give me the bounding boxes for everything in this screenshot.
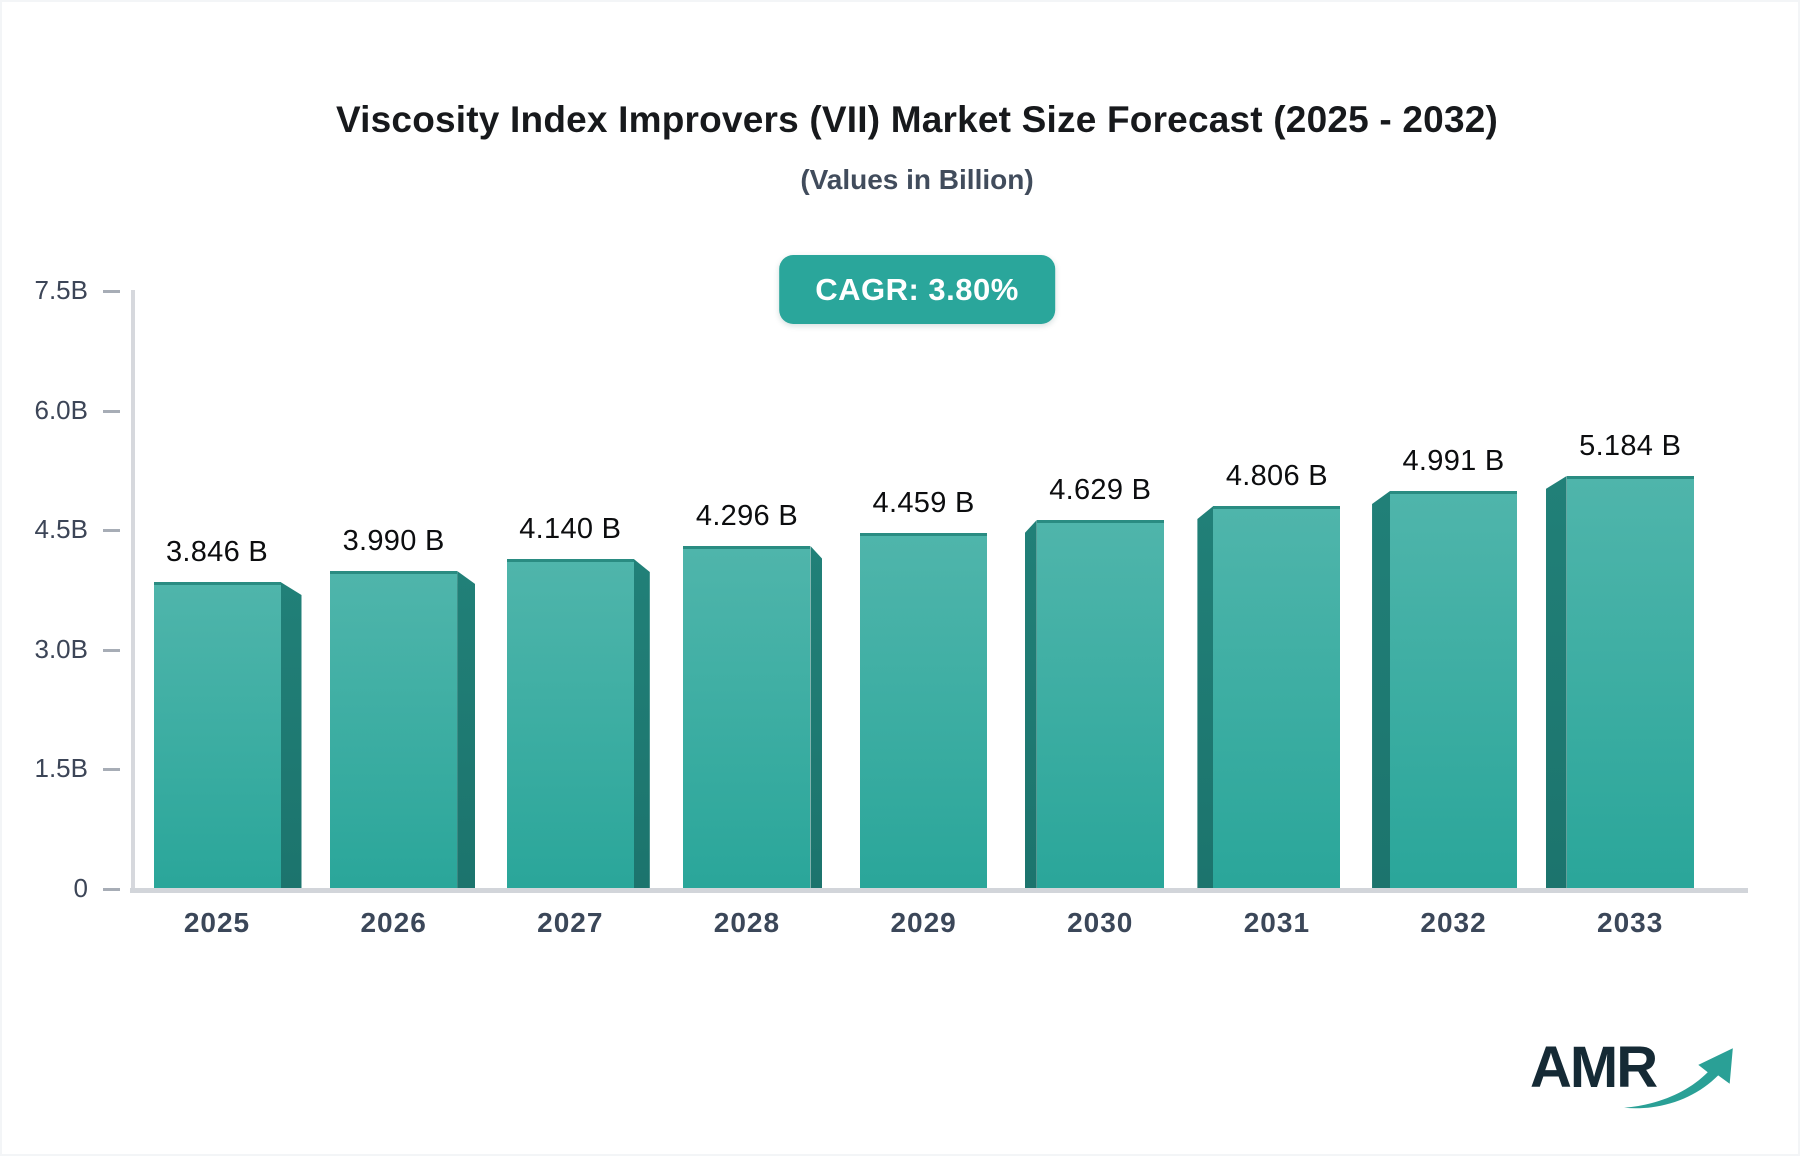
- bar-side-face: [1372, 491, 1391, 888]
- bar-front-face: [506, 559, 634, 888]
- bar-front-face: [330, 571, 458, 888]
- amr-logo: AMR: [1530, 1034, 1733, 1124]
- bar-front-face: [860, 533, 988, 888]
- bar-front-face: [1213, 506, 1341, 888]
- bar-front-face: [153, 582, 281, 888]
- bar-side-face: [1024, 520, 1037, 888]
- y-axis-tick-mark: [103, 290, 120, 293]
- x-axis-tick-label: 2033: [1597, 907, 1664, 938]
- y-axis-tick-mark: [103, 888, 120, 891]
- y-axis-tick-label: 3.0B: [34, 634, 89, 664]
- x-axis-tick-label: 2031: [1243, 907, 1311, 938]
- bar-value-label: 4.806 B: [1225, 460, 1328, 492]
- bar-side-face: [457, 571, 476, 888]
- y-axis-tick-label: 4.5B: [34, 514, 89, 544]
- y-axis-tick-label: 6.0B: [34, 395, 89, 425]
- x-axis-tick-label: 2026: [360, 907, 427, 938]
- y-axis-line: [131, 290, 135, 889]
- bar-front-face: [683, 546, 811, 888]
- x-axis-tick-label: 2029: [890, 907, 957, 938]
- chart-title: Viscosity Index Improvers (VII) Market S…: [335, 99, 1499, 140]
- bar-2031[interactable]: [1197, 506, 1341, 888]
- y-axis-tick-label: 1.5B: [34, 753, 89, 783]
- bar-2025[interactable]: [153, 582, 302, 888]
- bar-2027[interactable]: [506, 559, 650, 888]
- bar-2026[interactable]: [330, 571, 476, 888]
- growth-arrow-icon: [1624, 1048, 1733, 1109]
- amr-logo-text: AMR: [1530, 1035, 1658, 1100]
- bar-front-face: [1036, 520, 1164, 888]
- bar-side-face: [633, 559, 650, 888]
- bar-side-face: [810, 546, 823, 888]
- x-axis-tick-label: 2032: [1420, 907, 1487, 938]
- bar-side-face: [280, 582, 302, 888]
- y-axis-tick-mark: [103, 529, 120, 532]
- y-axis-tick-label: 7.5B: [34, 275, 89, 305]
- cagr-badge: CAGR: 3.80%: [779, 255, 1055, 324]
- bar-side-face: [1545, 476, 1567, 888]
- bar-value-label: 4.140 B: [519, 513, 622, 545]
- y-axis-tick-mark: [103, 768, 120, 771]
- bar-2028[interactable]: [683, 546, 823, 888]
- x-axis-tick-label: 2028: [713, 907, 781, 938]
- bar-value-label: 5.184 B: [1579, 430, 1682, 462]
- bar-2030[interactable]: [1024, 520, 1164, 888]
- bar-front-face: [1390, 491, 1518, 888]
- bar-value-label: 3.990 B: [342, 525, 445, 557]
- x-axis-tick-label: 2027: [537, 907, 604, 938]
- bar-value-label: 4.629 B: [1049, 474, 1152, 506]
- y-axis-tick-mark: [103, 649, 120, 652]
- bar-value-label: 3.846 B: [165, 536, 269, 568]
- y-axis-tick-mark: [103, 410, 120, 413]
- bar-2029[interactable]: [860, 533, 988, 888]
- y-axis-tick-label: 0: [73, 873, 88, 903]
- chart-subtitle: (Values in Billion): [800, 164, 1034, 195]
- x-axis-tick-label: 2025: [183, 907, 251, 938]
- bar-value-label: 4.296 B: [695, 500, 798, 532]
- x-axis-tick-label: 2030: [1067, 907, 1134, 938]
- bar-2032[interactable]: [1372, 491, 1518, 888]
- bar-front-face: [1566, 476, 1694, 888]
- bar-value-label: 4.991 B: [1402, 445, 1505, 477]
- bar-2033[interactable]: [1545, 476, 1694, 888]
- x-axis-line: [130, 888, 1748, 893]
- bar-side-face: [1197, 506, 1214, 888]
- bar-value-label: 4.459 B: [872, 487, 975, 519]
